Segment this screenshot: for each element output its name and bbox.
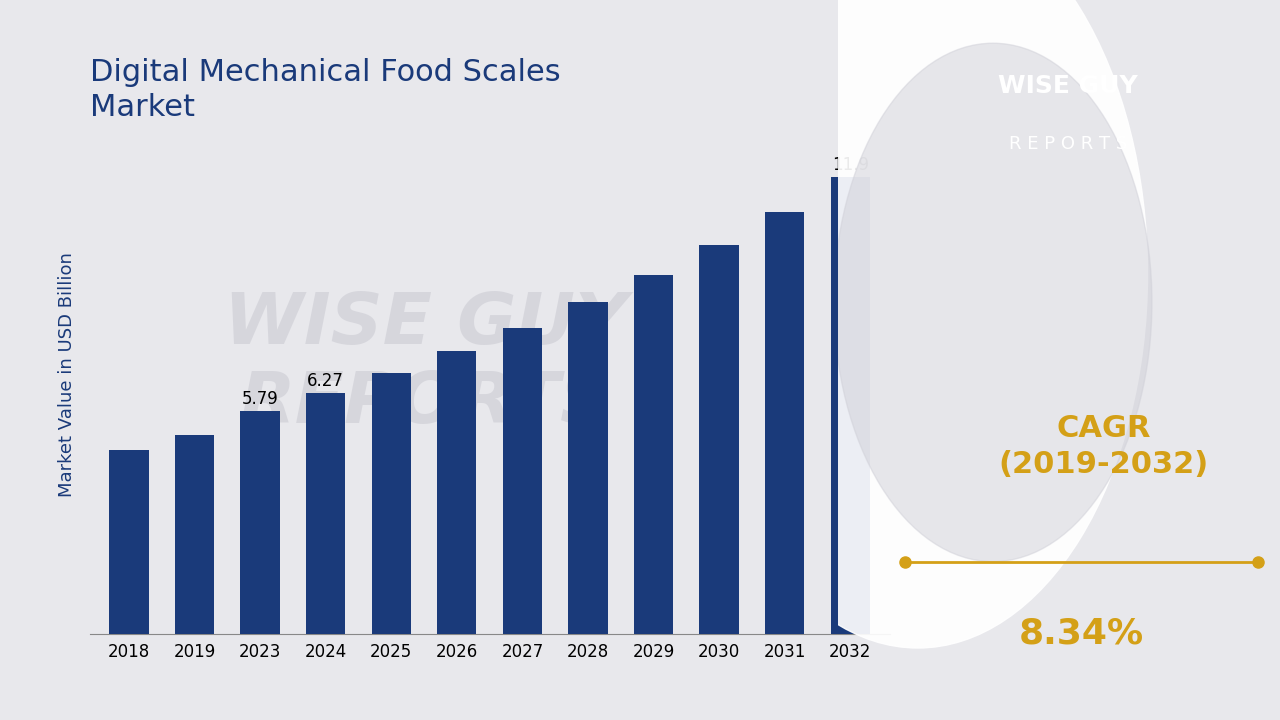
Text: Digital Mechanical Food Scales
Market: Digital Mechanical Food Scales Market xyxy=(90,58,561,122)
Bar xyxy=(699,245,739,634)
Y-axis label: Market Value in USD Billion: Market Value in USD Billion xyxy=(58,252,76,497)
Bar xyxy=(503,328,541,634)
Bar xyxy=(438,351,476,634)
Bar xyxy=(634,274,673,634)
Text: 6.27: 6.27 xyxy=(307,372,344,390)
Circle shape xyxy=(689,0,1148,648)
Text: WISE GUY: WISE GUY xyxy=(998,74,1138,99)
Bar xyxy=(109,450,148,634)
Bar xyxy=(568,302,608,634)
Bar xyxy=(765,212,804,634)
Text: 8.34%: 8.34% xyxy=(1019,616,1144,651)
Bar xyxy=(831,176,870,634)
Text: R E P O R T S: R E P O R T S xyxy=(1009,135,1128,153)
Bar xyxy=(371,373,411,634)
Bar xyxy=(241,411,280,634)
Text: CAGR
(2019-2032): CAGR (2019-2032) xyxy=(998,414,1208,479)
Text: 5.79: 5.79 xyxy=(242,390,279,408)
Circle shape xyxy=(835,43,1152,562)
Bar xyxy=(175,435,214,634)
Text: WISE GUY
REPORTS: WISE GUY REPORTS xyxy=(224,289,627,438)
Text: 11.9: 11.9 xyxy=(832,156,869,174)
Bar xyxy=(306,393,346,634)
